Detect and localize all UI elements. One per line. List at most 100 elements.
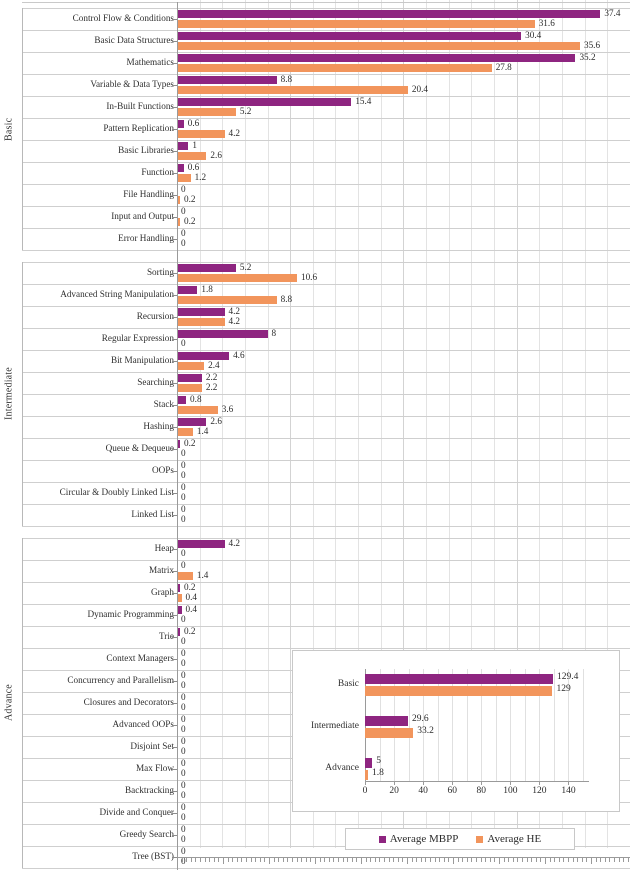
bar-average-mbpp [177,54,576,62]
inset-value-label-mbpp: 129.4 [557,672,579,682]
legend-label: Average HE [487,833,542,845]
bar-average-he [177,428,193,436]
minor-axis-tick [384,857,385,862]
gridline [358,0,360,848]
bar-value-label-mbpp: 1.8 [201,284,213,294]
row-separator [22,206,630,207]
inset-bar-average-he [365,728,414,738]
inset-x-tick-mark [568,782,570,785]
category-label: Advanced String Manipulation [60,289,174,299]
gridline [584,0,586,848]
minor-axis-tick [627,857,629,862]
minor-axis-tick [595,857,597,862]
row-separator [22,306,630,307]
minor-axis-tick [195,857,197,862]
minor-axis-tick [448,857,450,862]
bar-value-label-mbpp: 0 [181,504,186,514]
bar-value-label-he: 8.8 [280,294,293,304]
axis-tick [172,791,177,792]
axis-tick [172,63,177,64]
minor-axis-tick [388,857,390,862]
minor-axis-tick [374,857,376,862]
inset-x-tick-label: 120 [532,786,547,796]
inset-gridline [423,669,425,781]
gridline [267,0,269,848]
minor-axis-tick [269,857,270,864]
category-label: Variable & Data Types [90,79,174,89]
minor-axis-tick [549,857,551,862]
minor-axis-tick [365,857,367,862]
minor-axis-tick [232,857,234,862]
legend-item-average-he[interactable]: Average HE [476,833,541,845]
inset-gridline [495,669,497,781]
category-label: OOPs [152,465,174,475]
minor-axis-tick [614,857,615,862]
bar-value-label-he: 0 [181,448,186,458]
category-label: Dynamic Programming [87,609,174,619]
minor-axis-tick [522,857,523,862]
minor-axis-tick [227,857,229,862]
minor-axis-tick [296,857,298,862]
minor-axis-tick [535,857,537,862]
bar-value-label-mbpp: 2.6 [210,416,222,426]
minor-axis-tick [554,857,556,862]
inset-plot-area: Basic 129.4 129 Intermediate 29.6 33.2 Advance… [293,651,621,813]
bar-average-mbpp [177,142,189,150]
minor-axis-tick [241,857,243,862]
bar-value-label-mbpp: 15.4 [355,96,372,106]
minor-axis-tick [315,857,316,864]
legend-item-average-mbpp[interactable]: Average MBPP [378,833,458,845]
category-label: Regular Expression [101,333,174,343]
minor-axis-tick [259,857,261,862]
row-separator [22,184,630,185]
bar-value-label-mbpp: 0 [181,824,186,834]
minor-axis-tick [282,857,284,862]
bar-value-label-mbpp: 0 [181,206,186,216]
row-separator [22,604,630,605]
axis-tick [172,571,177,572]
bar-average-he [177,20,535,28]
row-separator [22,262,630,263]
row-separator [22,626,630,627]
axis-tick [172,593,177,594]
inset-x-tick-mark [452,782,454,785]
bar-average-mbpp [177,540,225,548]
gridline [426,0,428,848]
category-label: In-Built Functions [106,101,174,111]
minor-axis-tick [351,857,353,862]
axis-tick [172,449,177,450]
gridline [471,0,473,848]
bar-average-mbpp [177,606,182,614]
bar-value-label-he: 0 [181,812,186,822]
category-label: Basic Data Structures [94,35,174,45]
row-separator [22,504,630,505]
axis-tick [172,383,177,384]
bar-value-label-mbpp: 5.2 [239,262,252,272]
axis-tick [172,747,177,748]
category-label: Max Flow [135,763,174,773]
inset-gridline [466,669,468,781]
gridline [244,0,246,848]
bar-value-label-mbpp: 0.6 [187,162,200,172]
minor-axis-tick [361,857,362,864]
bar-average-mbpp [177,396,187,404]
bar-average-he [177,296,277,304]
axis-tick [172,725,177,726]
row-separator [22,140,630,141]
bar-value-label-mbpp: 4.2 [228,306,241,316]
group-bracket [22,538,23,868]
bar-value-label-mbpp: 0 [181,482,186,492]
gridline [222,0,224,848]
bar-value-label-mbpp: 35.2 [579,52,596,62]
bar-value-label-he: 0 [181,834,186,844]
minor-axis-tick [393,857,395,862]
inset-gridline [452,669,454,781]
group-axis-label-advance: Advance [3,684,15,722]
bar-value-label-he: 31.6 [538,18,555,28]
inset-x-tick-label: 100 [503,786,518,796]
minor-axis-tick [462,857,464,862]
minor-axis-tick [499,857,500,864]
category-label: Tree (BST) [132,851,174,861]
bar-value-label-mbpp: 0 [181,802,186,812]
